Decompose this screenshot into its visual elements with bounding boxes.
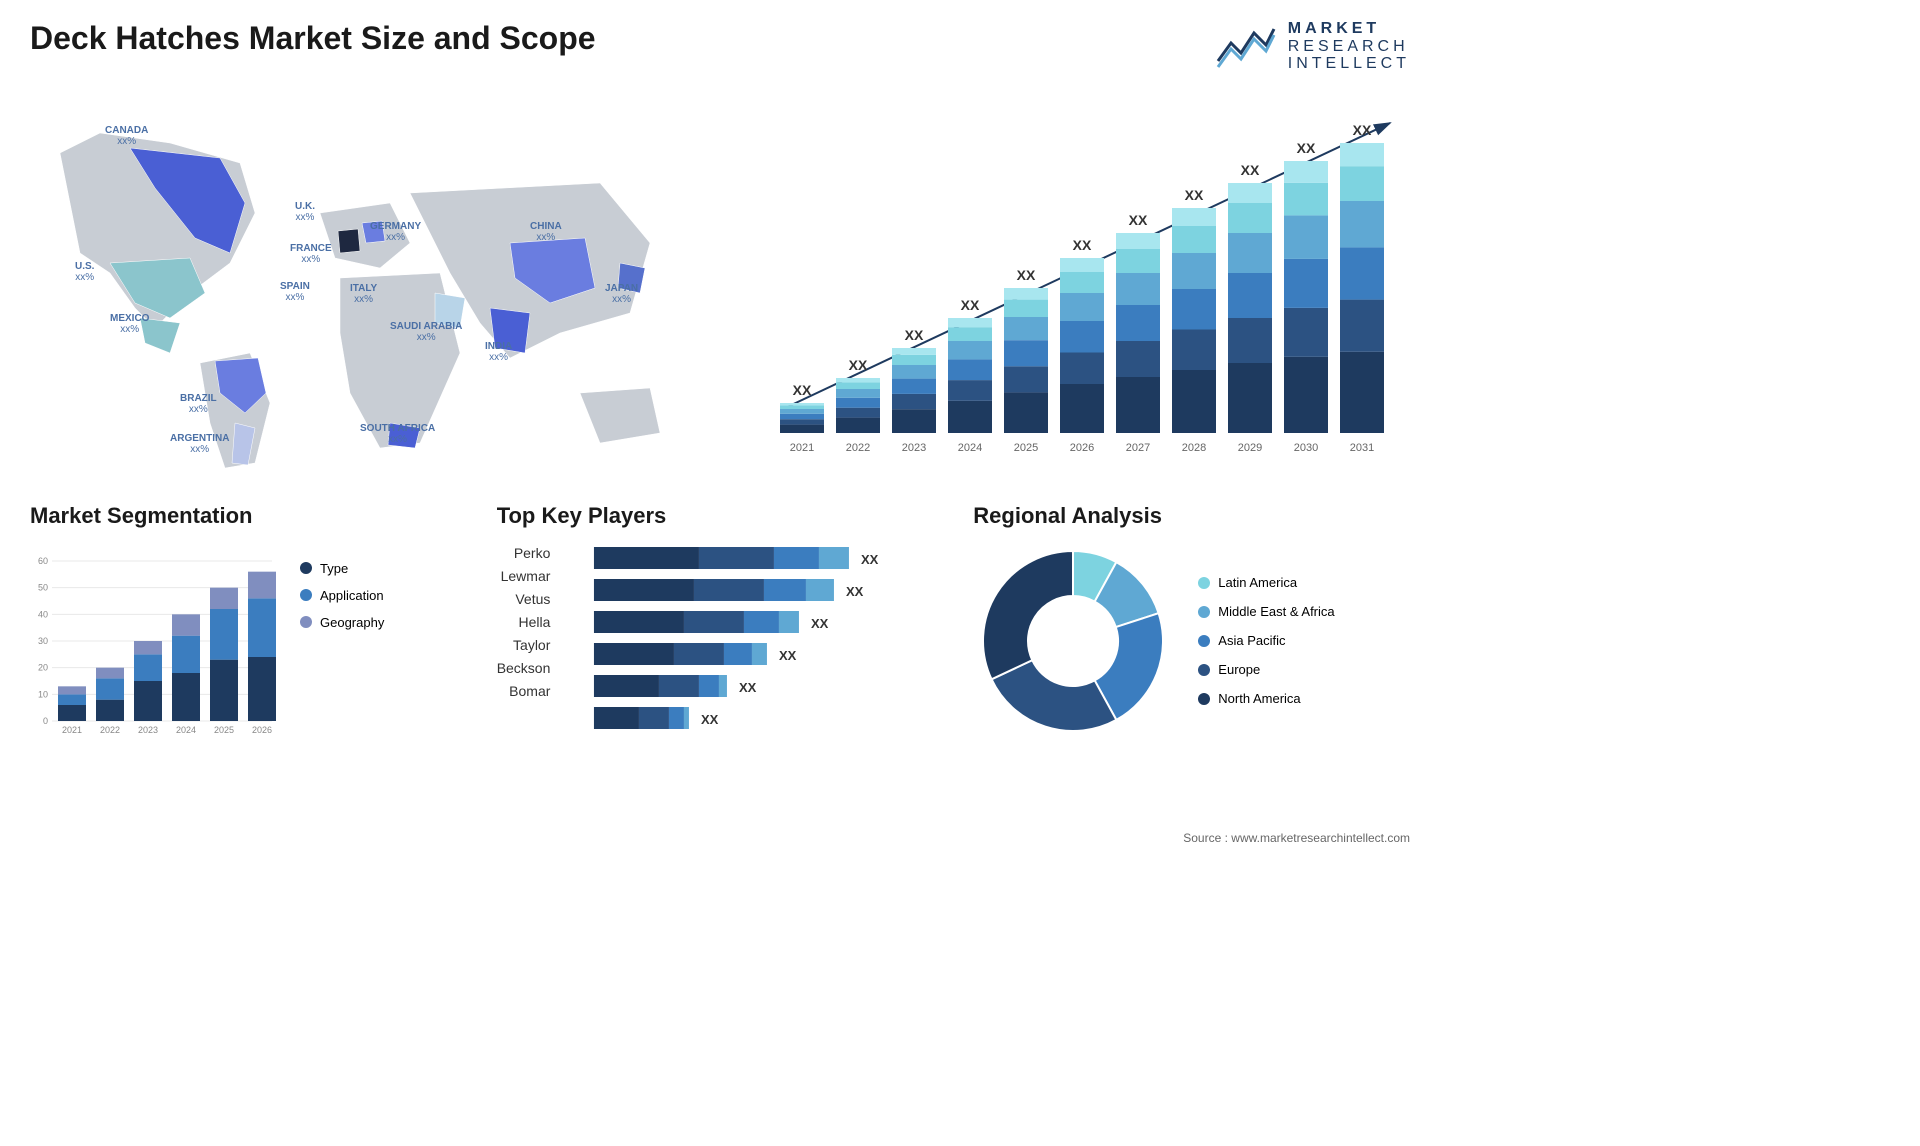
- svg-text:XX: XX: [961, 297, 980, 313]
- map-country-label: ARGENTINAxx%: [170, 433, 229, 455]
- map-country-label: CANADAxx%: [105, 125, 148, 147]
- svg-text:XX: XX: [779, 648, 797, 663]
- legend-item: Latin America: [1198, 575, 1334, 590]
- svg-text:XX: XX: [1185, 187, 1204, 203]
- svg-text:60: 60: [38, 556, 48, 566]
- map-country-label: ITALYxx%: [350, 283, 377, 305]
- svg-text:0: 0: [43, 716, 48, 726]
- svg-text:XX: XX: [1241, 162, 1260, 178]
- svg-text:XX: XX: [1297, 140, 1316, 156]
- player-name: Perko: [514, 545, 551, 561]
- map-country-label: BRAZILxx%: [180, 393, 217, 415]
- legend-item: Europe: [1198, 662, 1334, 677]
- svg-text:2023: 2023: [138, 725, 158, 735]
- svg-text:2031: 2031: [1350, 442, 1374, 454]
- svg-text:2024: 2024: [958, 442, 982, 454]
- svg-text:2026: 2026: [252, 725, 272, 735]
- player-name: Hella: [518, 614, 550, 630]
- growth-chart-panel: XX 2021 XX 2022 XX 2023 XX 2024 XX 2025 XX 2026 XX 20…: [770, 93, 1410, 473]
- legend-item: Application: [300, 588, 384, 603]
- svg-text:20: 20: [38, 662, 48, 672]
- key-players-bar-chart: XX XX XX XX XX XX: [565, 541, 943, 751]
- svg-text:2023: 2023: [902, 442, 926, 454]
- svg-text:XX: XX: [739, 680, 757, 695]
- segmentation-title: Market Segmentation: [30, 503, 467, 529]
- svg-text:2026: 2026: [1070, 442, 1094, 454]
- map-country-label: U.S.xx%: [75, 261, 94, 283]
- player-name: Bomar: [509, 683, 550, 699]
- key-players-panel: Top Key Players Perko Lewmar Vetus Hella Tay…: [497, 503, 944, 751]
- regional-donut-chart: [973, 541, 1173, 741]
- segmentation-legend: Type Application Geography: [300, 561, 384, 741]
- logo-text-1: MARKET: [1288, 20, 1410, 38]
- svg-text:XX: XX: [861, 552, 879, 567]
- map-country-label: INDIAxx%: [485, 341, 512, 363]
- logo-text-2: RESEARCH: [1288, 38, 1410, 56]
- player-name: Vetus: [515, 591, 550, 607]
- player-name: Beckson: [497, 660, 551, 676]
- page-title: Deck Hatches Market Size and Scope: [30, 20, 596, 57]
- svg-text:2021: 2021: [790, 442, 814, 454]
- map-country-label: SAUDI ARABIAxx%: [390, 321, 462, 343]
- segmentation-bar-chart: 0 10 20 30 40 50 60 2021 2022 2023 2024 2025 2026: [30, 541, 280, 741]
- brand-logo: MARKET RESEARCH INTELLECT: [1216, 20, 1410, 73]
- svg-text:2024: 2024: [176, 725, 196, 735]
- regional-title: Regional Analysis: [973, 503, 1410, 529]
- svg-text:2022: 2022: [846, 442, 870, 454]
- logo-text-3: INTELLECT: [1288, 55, 1410, 73]
- svg-text:2022: 2022: [100, 725, 120, 735]
- svg-text:XX: XX: [846, 584, 864, 599]
- svg-text:2027: 2027: [1126, 442, 1150, 454]
- player-name: Lewmar: [501, 568, 551, 584]
- svg-text:2030: 2030: [1294, 442, 1318, 454]
- key-players-names: Perko Lewmar Vetus Hella Taylor Beckson Bomar: [497, 541, 551, 751]
- svg-text:XX: XX: [1073, 237, 1092, 253]
- key-players-title: Top Key Players: [497, 503, 944, 529]
- svg-text:XX: XX: [905, 327, 924, 343]
- legend-item: Asia Pacific: [1198, 633, 1334, 648]
- source-attribution: Source : www.marketresearchintellect.com: [1183, 831, 1410, 845]
- legend-item: Geography: [300, 615, 384, 630]
- svg-text:2025: 2025: [214, 725, 234, 735]
- svg-text:XX: XX: [701, 712, 719, 727]
- map-country-label: FRANCExx%: [290, 243, 332, 265]
- svg-text:30: 30: [38, 636, 48, 646]
- svg-text:XX: XX: [849, 357, 868, 373]
- svg-text:2029: 2029: [1238, 442, 1262, 454]
- segmentation-panel: Market Segmentation 0 10 20 30 40 50 60 2021 202…: [30, 503, 467, 751]
- svg-text:XX: XX: [1353, 122, 1372, 138]
- map-country-label: SPAINxx%: [280, 281, 310, 303]
- growth-bar-chart: XX 2021 XX 2022 XX 2023 XX 2024 XX 2025 XX 2026 XX 20…: [770, 93, 1410, 473]
- legend-item: Type: [300, 561, 384, 576]
- map-country-label: GERMANYxx%: [370, 221, 421, 243]
- map-country-label: CHINAxx%: [530, 221, 562, 243]
- svg-text:50: 50: [38, 582, 48, 592]
- map-country-label: JAPANxx%: [605, 283, 638, 305]
- svg-text:2025: 2025: [1014, 442, 1038, 454]
- svg-text:2028: 2028: [1182, 442, 1206, 454]
- map-country-label: U.K.xx%: [295, 201, 315, 223]
- map-country-label: MEXICOxx%: [110, 313, 149, 335]
- map-country-label: SOUTH AFRICAxx%: [360, 423, 435, 445]
- svg-text:10: 10: [38, 689, 48, 699]
- svg-text:2021: 2021: [62, 725, 82, 735]
- legend-item: North America: [1198, 691, 1334, 706]
- regional-panel: Regional Analysis Latin America Middle Ea…: [973, 503, 1410, 751]
- svg-text:XX: XX: [1017, 267, 1036, 283]
- svg-text:XX: XX: [1129, 212, 1148, 228]
- legend-item: Middle East & Africa: [1198, 604, 1334, 619]
- svg-text:XX: XX: [793, 382, 812, 398]
- svg-text:40: 40: [38, 609, 48, 619]
- logo-icon: [1216, 21, 1276, 71]
- regional-legend: Latin America Middle East & Africa Asia Pa…: [1198, 575, 1334, 706]
- world-map-panel: CANADAxx% U.S.xx% MEXICOxx% BRAZILxx% ARGENT…: [30, 93, 730, 473]
- player-name: Taylor: [513, 637, 550, 653]
- svg-text:XX: XX: [811, 616, 829, 631]
